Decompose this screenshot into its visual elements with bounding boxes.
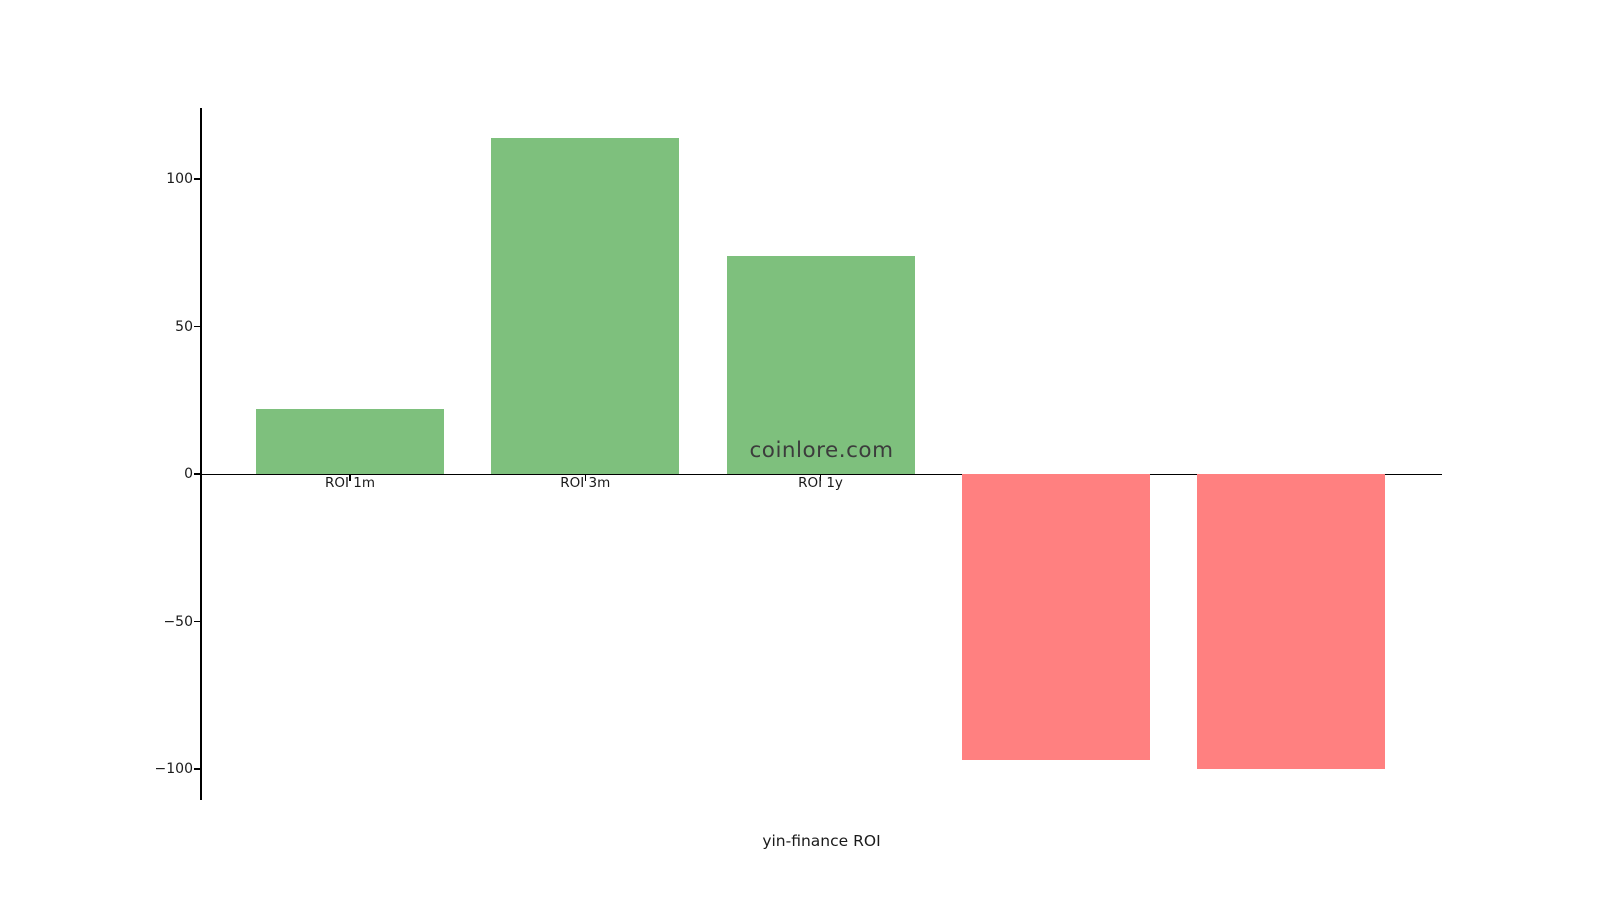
bar-roi-1m [256, 409, 444, 474]
x-tick-mark [584, 474, 586, 481]
y-tick-mark [194, 473, 201, 475]
x-tick-label: ROI 1y [798, 475, 843, 491]
y-axis-spine [200, 108, 202, 800]
bar-roi-1y [726, 255, 915, 474]
bar-roi-3m [491, 137, 680, 474]
x-tick-mark [349, 474, 351, 481]
y-tick-label: 100 [166, 171, 193, 187]
y-tick-label: −100 [154, 761, 193, 777]
y-tick-mark [194, 178, 201, 180]
x-tick-mark [819, 474, 822, 481]
y-tick-mark [194, 325, 201, 328]
x-tick-label: ROI 1m [324, 475, 376, 491]
y-tick-mark [194, 620, 201, 623]
x-tick-label: ROI 3m [560, 475, 611, 491]
y-tick-mark [194, 768, 201, 770]
bar-neg-4 [961, 474, 1150, 761]
watermark-text: coinlore.com [749, 438, 894, 463]
y-tick-label: 50 [175, 318, 193, 335]
bar-neg-5 [1197, 474, 1385, 769]
chart-title: yin-finance ROI [762, 832, 881, 850]
y-tick-label: −50 [163, 613, 193, 630]
y-tick-label: 0 [184, 466, 193, 482]
